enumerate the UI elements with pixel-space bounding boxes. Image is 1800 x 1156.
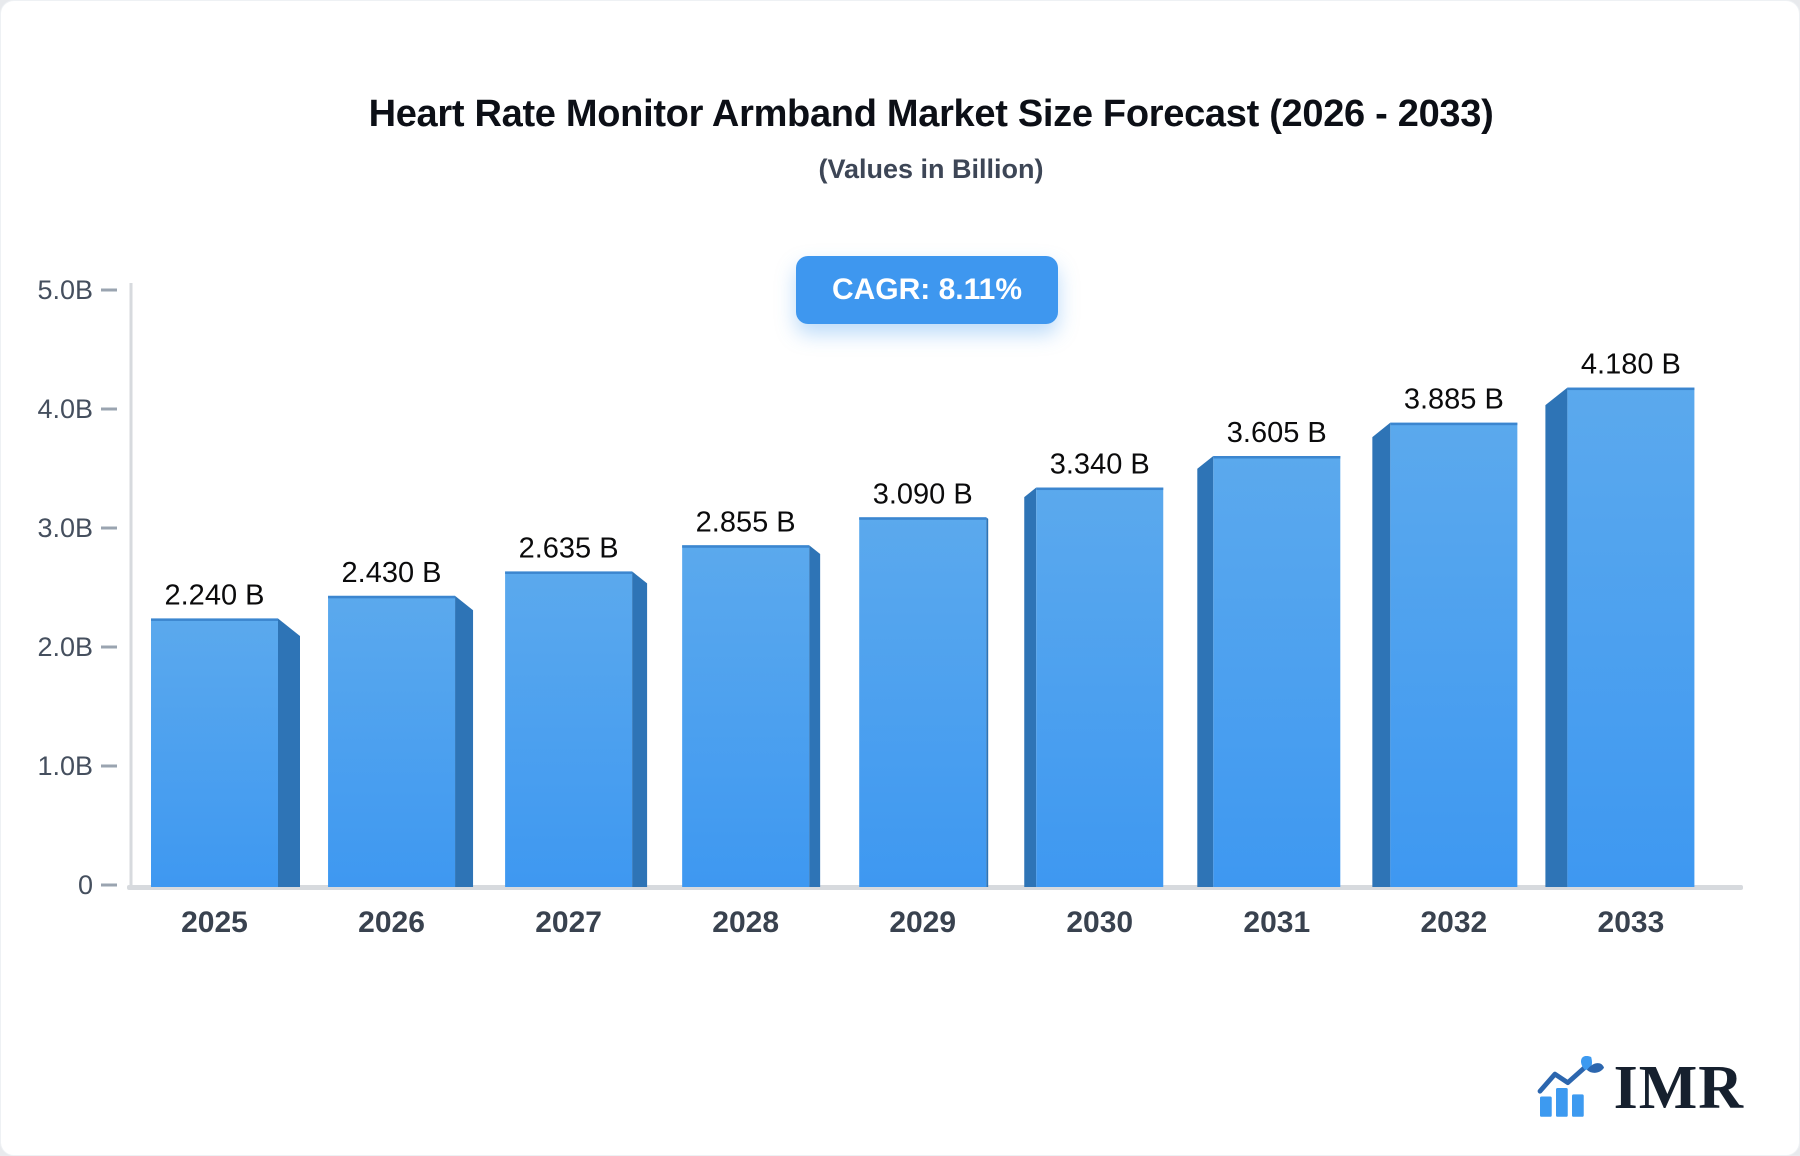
bar-value-label-2031: 3.605 B xyxy=(1227,417,1327,449)
y-tick-label-1.0B: 1.0B xyxy=(37,751,93,781)
bar-side-2033 xyxy=(1545,387,1568,887)
chart-title: Heart Rate Monitor Armband Market Size F… xyxy=(368,93,1494,135)
x-axis-label-2027: 2027 xyxy=(535,906,602,939)
bar-side-2032 xyxy=(1372,422,1391,887)
x-axis-label-2025: 2025 xyxy=(181,906,248,939)
bar-value-label-2028: 2.855 B xyxy=(696,506,796,538)
bar-value-label-2025: 2.240 B xyxy=(165,579,265,611)
bar-value-label-2027: 2.635 B xyxy=(519,532,619,564)
y-tick-3.0B xyxy=(101,526,117,530)
y-tick-1.0B xyxy=(101,764,117,768)
bar-value-label-2033: 4.180 B xyxy=(1581,349,1681,381)
bar-top-edge-2033 xyxy=(1567,387,1695,391)
bar-side-2027 xyxy=(632,571,648,887)
x-axis-label-2026: 2026 xyxy=(358,906,425,939)
x-axis-label-2028: 2028 xyxy=(712,906,779,939)
bar-side-2026 xyxy=(455,595,474,887)
x-axis-label-2032: 2032 xyxy=(1420,906,1487,939)
y-tick-label-4.0B: 4.0B xyxy=(37,394,93,424)
y-tick-label-3.0B: 3.0B xyxy=(37,513,93,543)
y-tick-label-5.0B: 5.0B xyxy=(37,275,93,305)
bar-top-edge-2030 xyxy=(1036,487,1164,491)
cagr-badge: CAGR: 8.11% xyxy=(796,256,1058,324)
bar-2030 xyxy=(1036,487,1164,887)
bar-side-2028 xyxy=(809,545,821,887)
bar-2027 xyxy=(505,571,633,887)
bar-2031 xyxy=(1213,456,1341,887)
y-tick-label-2.0B: 2.0B xyxy=(37,632,93,662)
bar-2029 xyxy=(859,517,987,887)
bar-side-2031 xyxy=(1197,456,1214,887)
bar-top-edge-2025 xyxy=(151,618,278,621)
bar-value-label-2026: 2.430 B xyxy=(342,557,442,589)
bar-2032 xyxy=(1390,422,1518,887)
y-tick-label-0: 0 xyxy=(78,870,93,900)
bar-side-2030 xyxy=(1024,487,1037,887)
bar-top-edge-2027 xyxy=(505,571,633,574)
bar-top-edge-2028 xyxy=(682,545,810,548)
bar-side-2025 xyxy=(278,618,300,887)
y-tick-0 xyxy=(101,883,117,887)
bar-chart-leaf-icon xyxy=(1537,1056,1604,1117)
bar-side-2029 xyxy=(986,517,989,887)
bar-top-edge-2026 xyxy=(328,595,456,599)
x-axis-label-2030: 2030 xyxy=(1066,906,1133,939)
chart-subtitle: (Values in Billion) xyxy=(818,154,1044,184)
imr-logo: IMR xyxy=(1536,1056,1744,1120)
bar-2028 xyxy=(682,545,810,887)
y-tick-4.0B xyxy=(101,407,117,411)
bar-top-edge-2029 xyxy=(859,517,987,520)
bar-value-label-2032: 3.885 B xyxy=(1404,384,1504,416)
bar-top-edge-2031 xyxy=(1213,456,1341,459)
y-tick-2.0B xyxy=(101,645,117,649)
x-axis-label-2031: 2031 xyxy=(1243,906,1310,939)
bar-2025 xyxy=(151,618,278,887)
header: Heart Rate Monitor Armband Market Size F… xyxy=(61,1,1799,185)
y-tick-5.0B xyxy=(101,288,117,292)
x-axis-label-2029: 2029 xyxy=(889,906,956,939)
bar-2033 xyxy=(1567,387,1695,887)
bar-top-edge-2032 xyxy=(1390,422,1518,426)
imr-logo-text: IMR xyxy=(1613,1054,1744,1122)
bar-2026 xyxy=(328,595,456,887)
bar-value-label-2030: 3.340 B xyxy=(1050,449,1150,481)
bar-value-label-2029: 3.090 B xyxy=(873,478,973,510)
x-axis-label-2033: 2033 xyxy=(1598,906,1665,939)
y-axis-line xyxy=(129,283,133,887)
cagr-badge-label: CAGR: 8.11% xyxy=(831,273,1023,306)
